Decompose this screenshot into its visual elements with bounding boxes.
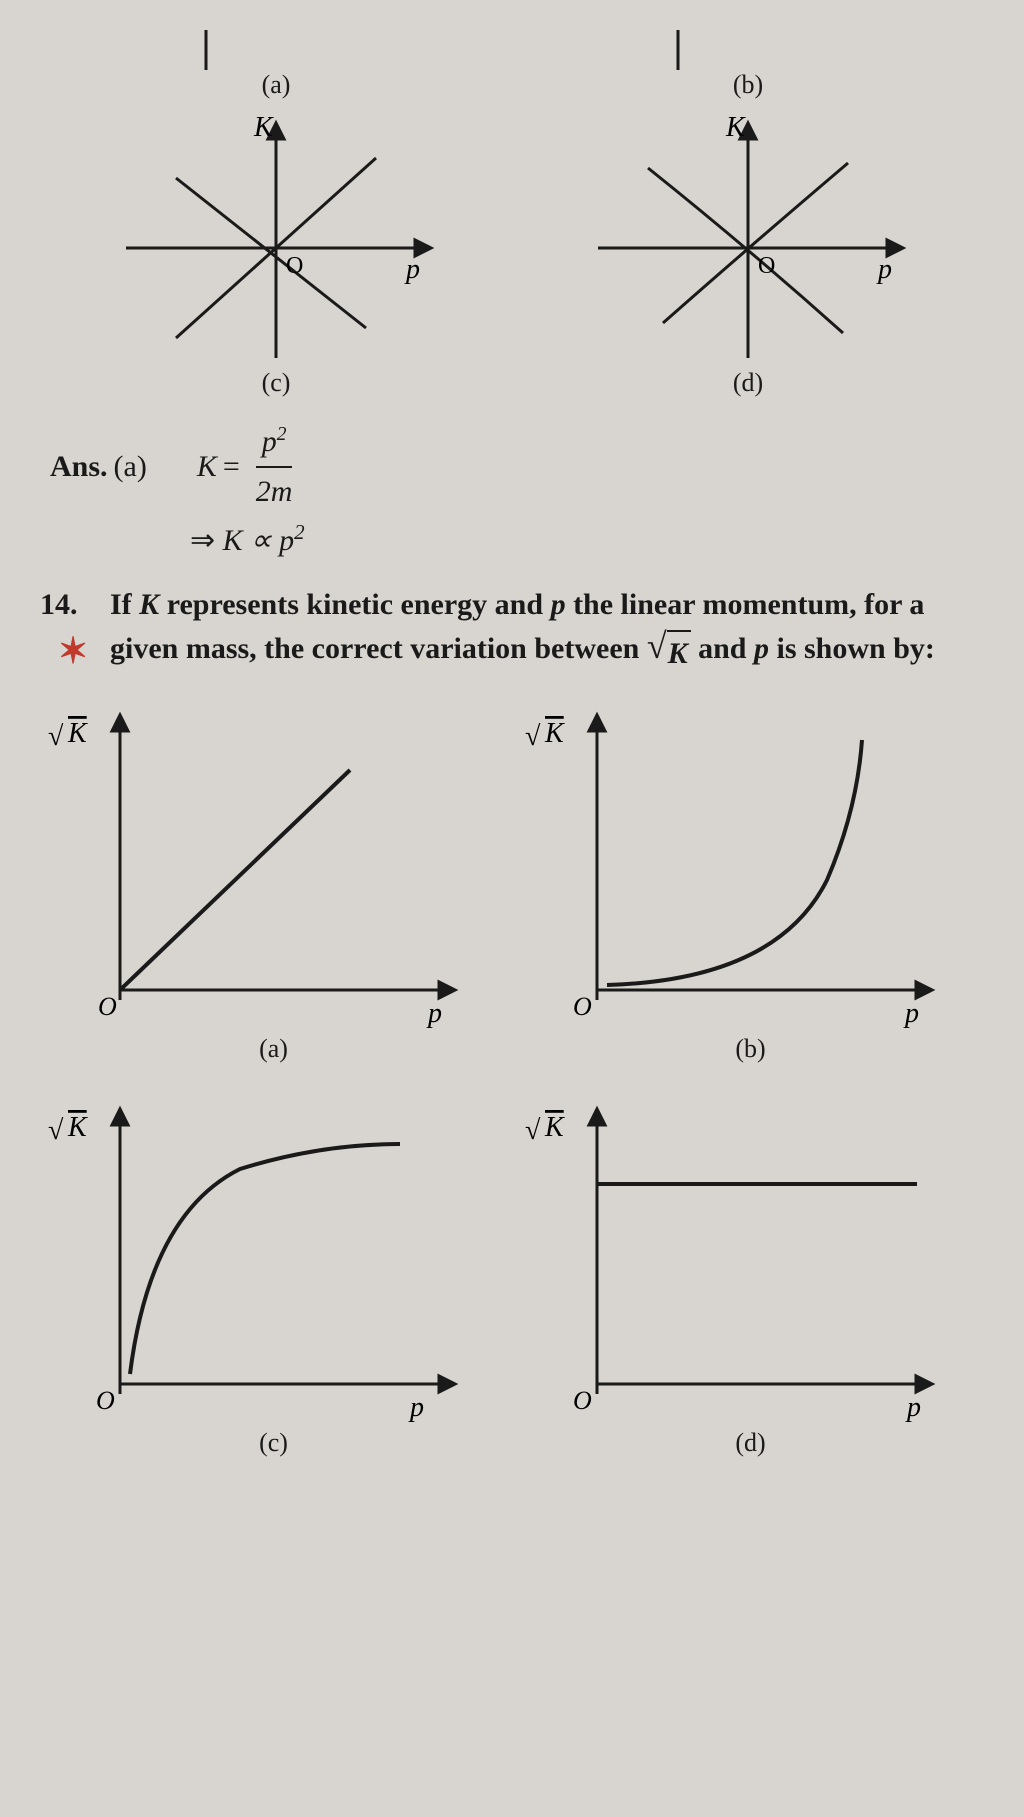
- svg-text:p: p: [903, 998, 919, 1029]
- answer-prefix: Ans.: [50, 443, 108, 491]
- chart-c: √ K O p (c): [40, 1094, 507, 1458]
- answer-eq: =: [223, 443, 240, 491]
- option-label-a: (a): [106, 70, 446, 100]
- svg-text:K: K: [67, 718, 88, 749]
- option-label-c: (c): [262, 368, 291, 398]
- question-text: If K represents kinetic energy and p the…: [110, 583, 984, 675]
- svg-text:p: p: [426, 998, 442, 1029]
- svg-text:p: p: [905, 1392, 921, 1423]
- implies-arrow: ⇒: [190, 524, 215, 557]
- chart-a-label: (a): [40, 1034, 507, 1064]
- answer-block: Ans. (a) K = p2 2m ⇒ K ∝ p2: [40, 418, 984, 565]
- svg-text:√: √: [525, 721, 541, 752]
- prev-graphs-row: K p O (c) K p O (d): [40, 108, 984, 398]
- prev-question-labels-row: (a) (b): [40, 30, 984, 100]
- question-14: 14. ✶ If K represents kinetic energy and…: [40, 583, 984, 675]
- answer-line2: K ∝ p: [223, 524, 294, 557]
- chart-c-label: (c): [40, 1428, 507, 1458]
- star-icon: ✶: [58, 625, 88, 677]
- axis-label-p: p: [876, 254, 892, 285]
- svg-text:O: O: [98, 992, 117, 1021]
- option-label-b: (b): [578, 70, 918, 100]
- svg-text:K: K: [67, 1112, 88, 1143]
- svg-text:p: p: [408, 1392, 424, 1423]
- svg-text:O: O: [573, 1386, 592, 1415]
- svg-text:√: √: [48, 1115, 64, 1146]
- axis-label-k: K: [725, 112, 746, 143]
- chart-a: √ K O p (a): [40, 700, 507, 1064]
- svg-text:O: O: [96, 1386, 115, 1415]
- svg-text:K: K: [544, 718, 565, 749]
- answer-lhs: K: [197, 443, 217, 491]
- origin-label: O: [758, 253, 775, 279]
- sqrt-k: √K: [647, 630, 691, 676]
- svg-text:√: √: [525, 1115, 541, 1146]
- prev-graph-b-stub: [578, 30, 778, 70]
- prev-graph-d: K p O (d): [578, 108, 918, 398]
- chart-b-label: (b): [517, 1034, 984, 1064]
- answer-option: (a): [114, 443, 147, 491]
- question-number: 14.: [40, 588, 78, 621]
- chart-d-label: (d): [517, 1428, 984, 1458]
- chart-d: √ K O p (d): [517, 1094, 984, 1458]
- origin-label: O: [286, 253, 303, 279]
- prev-graph-a-stub: [106, 30, 306, 70]
- answer-fraction: p2 2m: [250, 418, 299, 516]
- axis-label-p: p: [404, 254, 420, 285]
- option-label-d: (d): [733, 368, 763, 398]
- svg-text:O: O: [573, 992, 592, 1021]
- prev-graph-c: K p O (c): [106, 108, 446, 398]
- chart-b: √ K O p (b): [517, 700, 984, 1064]
- svg-text:√: √: [48, 721, 64, 752]
- axis-label-k: K: [253, 112, 274, 143]
- svg-text:K: K: [544, 1112, 565, 1143]
- answer-graphs-grid: √ K O p (a) √ K O p (b): [40, 700, 984, 1458]
